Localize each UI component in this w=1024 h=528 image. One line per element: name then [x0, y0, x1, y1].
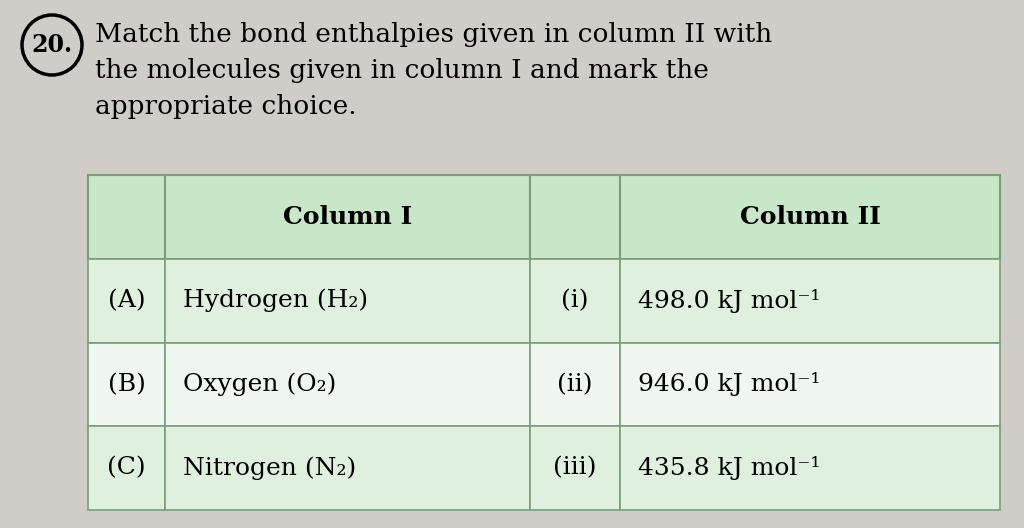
Bar [530, 175, 620, 259]
Bar [165, 426, 530, 510]
Text: (ii): (ii) [557, 373, 593, 396]
Text: (iii): (iii) [553, 457, 597, 479]
Bar [88, 175, 165, 259]
Bar [620, 426, 1000, 510]
Text: Nitrogen (N₂): Nitrogen (N₂) [183, 456, 356, 480]
Bar [165, 175, 530, 259]
Text: 435.8 kJ mol⁻¹: 435.8 kJ mol⁻¹ [638, 456, 820, 480]
Text: 498.0 kJ mol⁻¹: 498.0 kJ mol⁻¹ [638, 289, 820, 313]
Bar [88, 343, 165, 426]
Bar [620, 175, 1000, 259]
Text: Column II: Column II [739, 205, 881, 229]
Bar [88, 426, 165, 510]
Text: Hydrogen (H₂): Hydrogen (H₂) [183, 289, 368, 313]
Text: (A): (A) [108, 289, 145, 312]
Text: 946.0 kJ mol⁻¹: 946.0 kJ mol⁻¹ [638, 372, 820, 397]
Text: (i): (i) [561, 289, 589, 312]
Text: 20.: 20. [32, 33, 73, 57]
Text: Column I: Column I [283, 205, 412, 229]
Text: (B): (B) [108, 373, 145, 396]
Bar [620, 343, 1000, 426]
Bar [530, 259, 620, 343]
Bar [165, 343, 530, 426]
Bar [530, 343, 620, 426]
Text: the molecules given in column I and mark the: the molecules given in column I and mark… [95, 58, 709, 83]
Text: Match the bond enthalpies given in column II with: Match the bond enthalpies given in colum… [95, 22, 772, 47]
Bar [165, 259, 530, 343]
Text: appropriate choice.: appropriate choice. [95, 94, 356, 119]
Bar [88, 259, 165, 343]
Text: (C): (C) [108, 457, 145, 479]
Bar [620, 259, 1000, 343]
Text: Oxygen (O₂): Oxygen (O₂) [183, 373, 336, 396]
Bar [530, 426, 620, 510]
